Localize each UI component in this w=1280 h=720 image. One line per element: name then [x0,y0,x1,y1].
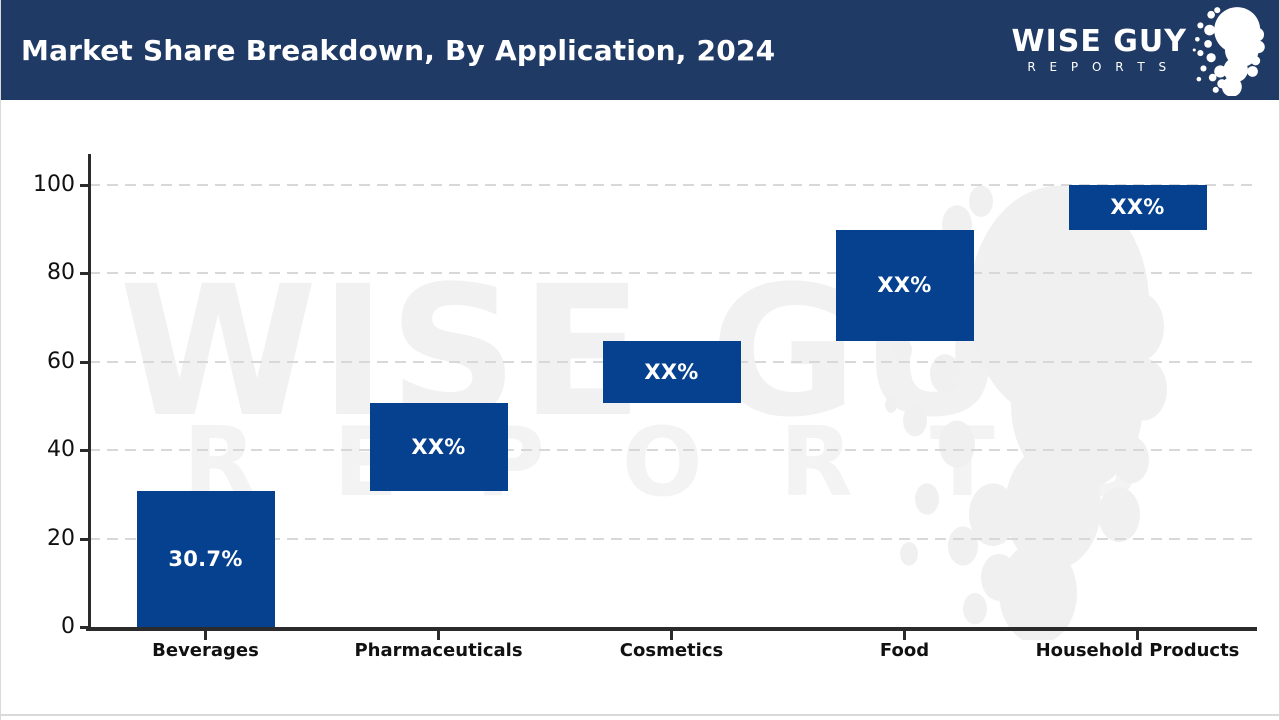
y-axis-tick-label: 60 [47,348,75,374]
y-axis-tick [80,272,89,275]
gridline [89,449,1254,451]
y-axis-line [88,153,91,630]
x-axis-category-label: Pharmaceuticals [354,640,523,661]
bar-value-label: XX% [877,273,932,298]
y-axis-tick-label: 0 [61,614,75,639]
bar-value-label: XX% [644,359,699,384]
page-title: Market Share Breakdown, By Application, … [21,33,776,67]
x-axis-tick [903,631,906,640]
y-axis-tick [80,537,89,541]
header: Market Share Breakdown, By Application, … [1,0,1279,100]
gridline [89,272,1254,274]
logo-face-icon [1192,7,1265,96]
bar-value-label: XX% [411,434,466,459]
x-axis-category-label: Food [879,640,930,661]
x-axis-line [86,627,1257,631]
y-axis-tick-label: 20 [47,525,75,551]
bar-cosmetics: XX% [602,340,741,403]
x-axis-category-label: Beverages [152,640,259,661]
x-axis-tick [1136,631,1139,640]
bar-household-products: XX% [1068,184,1207,231]
x-axis-tick [670,631,673,640]
x-axis-tick [204,631,207,640]
gridline [89,183,1254,186]
bar-pharmaceuticals: XX% [369,402,508,492]
y-axis-tick-label: 80 [47,260,75,285]
y-axis-tick [80,449,89,452]
x-axis-category-label: Cosmetics [619,640,724,661]
bar-food: XX% [835,230,974,341]
x-axis-tick [437,631,440,640]
bar-beverages: 30.7% [136,491,275,627]
x-axis-category-label: Household Products [1035,640,1240,661]
wiseguy-logo: WISE GUY R E P O R T S [1011,0,1267,100]
gridline [89,537,1254,540]
logo-wordmark: WISE GUY [1011,23,1187,59]
y-axis-tick [80,183,89,187]
bar-value-label: XX% [1110,195,1165,220]
y-axis-tick [80,360,89,364]
y-axis-tick-label: 100 [33,171,75,197]
y-axis-tick [80,626,89,629]
logo-tagline: R E P O R T S [1027,59,1172,74]
bar-value-label: 30.7% [168,547,243,572]
logo-text: WISE GUY R E P O R T S [1011,23,1187,74]
y-axis-tick-label: 40 [47,437,75,462]
